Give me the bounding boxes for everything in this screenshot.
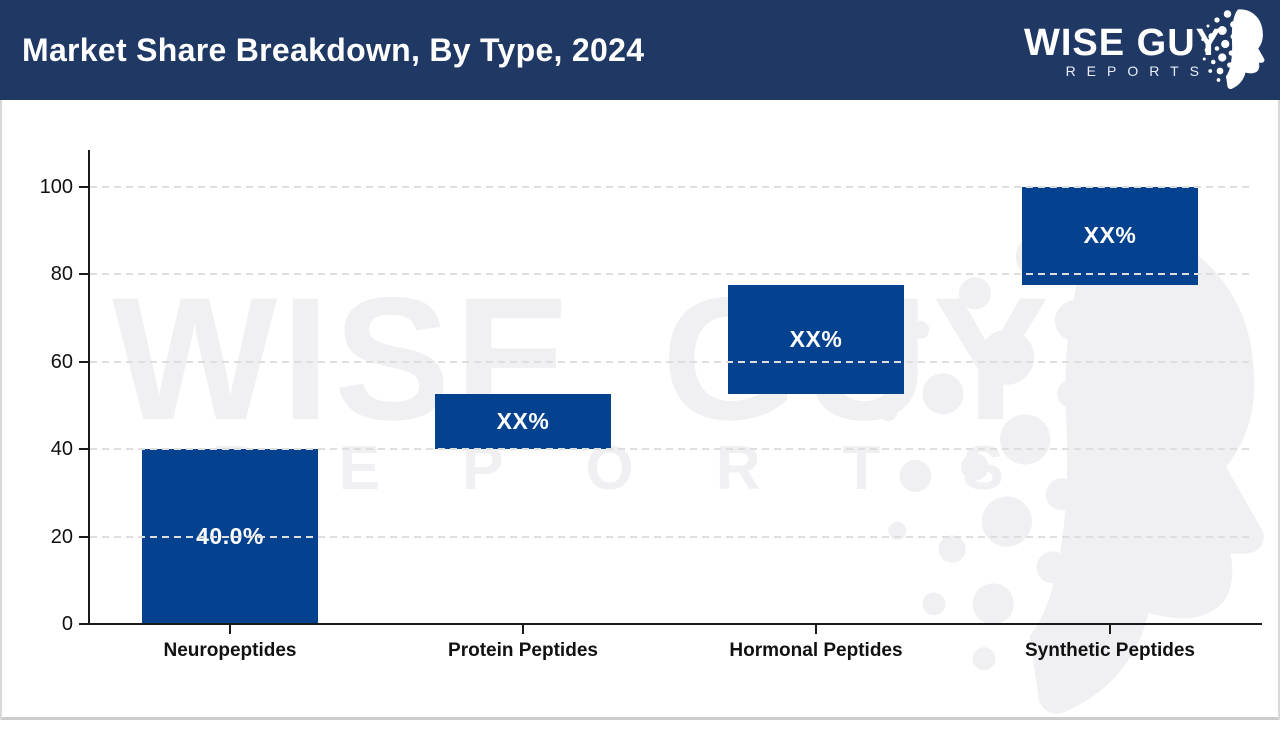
y-tick-label: 100 (39, 175, 73, 198)
gridline (90, 360, 1252, 363)
gridline (90, 185, 1252, 188)
header-bar: Market Share Breakdown, By Type, 2024 (0, 0, 1280, 100)
x-category-label: Synthetic Peptides (1025, 640, 1195, 661)
y-tick (79, 448, 88, 450)
y-tick-label: 40 (50, 438, 73, 460)
x-tick (229, 625, 231, 634)
y-tick-label: 60 (50, 350, 73, 373)
gridline (90, 535, 1252, 538)
waterfall-chart: 40.0% XX% XX% XX% 0 20 40 60 80 100 Neuropeptides P… (39, 150, 1262, 661)
bar-value-label: XX% (1083, 222, 1137, 249)
x-tick (522, 625, 524, 634)
y-tick (79, 360, 88, 363)
bar-segment: XX% (435, 394, 611, 449)
x-axis-line (88, 623, 1262, 625)
page-title: Market Share Breakdown, By Type, 2024 (22, 31, 645, 68)
gridline (90, 273, 1252, 275)
y-axis-line (88, 150, 90, 625)
y-tick-label: 0 (61, 613, 73, 635)
bar-segment: XX% (1022, 186, 1198, 285)
y-tick (79, 623, 88, 625)
y-tick (79, 535, 88, 538)
bar-segment: XX% (728, 284, 904, 395)
x-tick (1109, 625, 1111, 634)
y-tick-label: 20 (50, 525, 73, 548)
bar-value-label: XX% (789, 326, 843, 353)
y-tick-label: 80 (50, 263, 73, 285)
page-border-left (0, 100, 2, 720)
page-border-bottom (0, 717, 1280, 720)
y-tick (79, 185, 88, 188)
x-category-label: Neuropeptides (163, 640, 297, 661)
y-tick (79, 273, 88, 275)
x-category-label: Protein Peptides (448, 640, 598, 661)
page-border-right (1278, 100, 1280, 720)
x-tick (815, 625, 817, 634)
gridline (90, 448, 1252, 450)
logo-reports-text: REPORTS (1065, 63, 1210, 79)
logo-head-icon (1194, 5, 1276, 95)
x-category-label: Hormonal Peptides (729, 640, 903, 661)
logo-brand-text: WISE GUY (1023, 22, 1222, 64)
bar-value-label: XX% (496, 408, 550, 435)
watermark-head-icon (852, 202, 1280, 750)
